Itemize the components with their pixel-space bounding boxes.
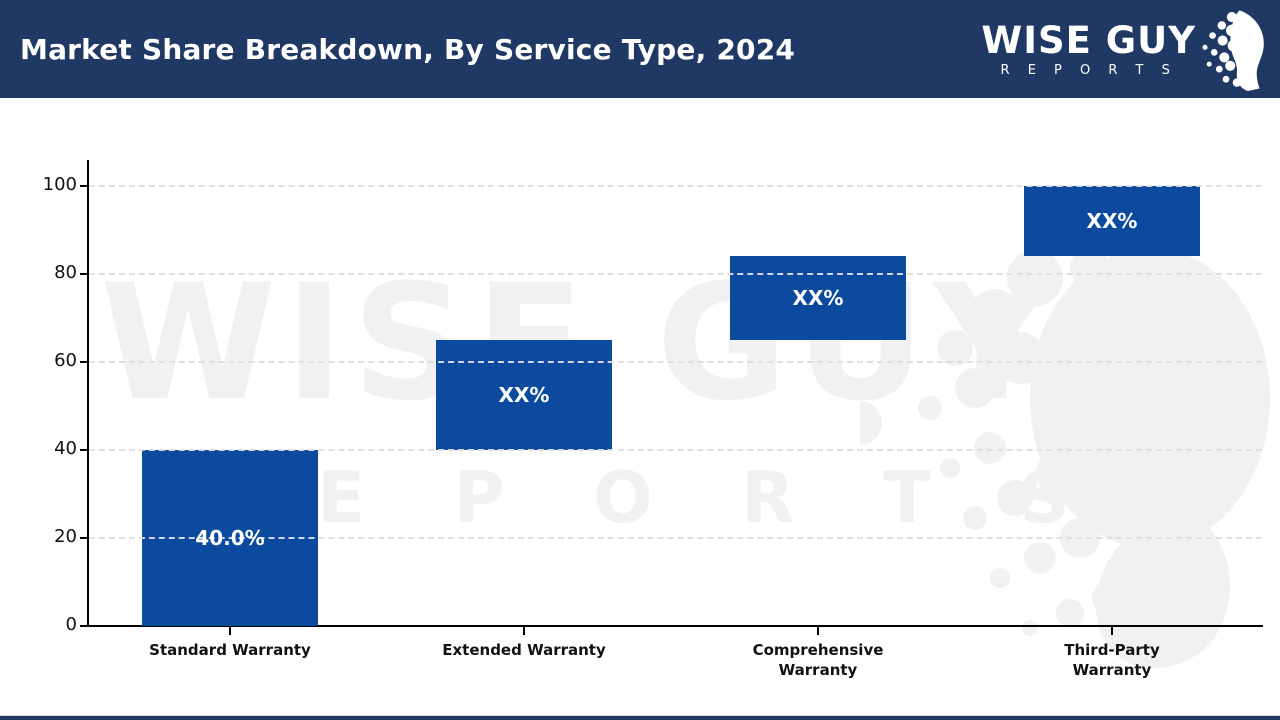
- gridline: [89, 449, 1262, 451]
- x-tick-mark: [229, 627, 231, 635]
- x-tick-mark: [817, 627, 819, 635]
- y-tick-label: 0: [65, 614, 77, 635]
- logo-wordmark-text: WISE GUY: [981, 18, 1196, 62]
- x-category-label: Third-Party Warranty: [1064, 641, 1160, 679]
- y-tick-label: 20: [54, 526, 77, 547]
- y-tick-mark: [80, 185, 88, 187]
- gridline: [89, 537, 1262, 539]
- gridline: [89, 361, 1262, 363]
- x-axis-line: [87, 625, 1263, 627]
- y-tick-mark: [80, 537, 88, 539]
- y-tick-label: 40: [54, 438, 77, 459]
- logo: WISE GUY R E P O R T S: [981, 6, 1268, 92]
- bar-value-label: XX%: [792, 286, 844, 311]
- header: Market Share Breakdown, By Service Type,…: [0, 0, 1280, 98]
- y-tick-mark: [80, 625, 88, 627]
- y-tick-mark: [80, 273, 88, 275]
- x-category-label: Extended Warranty: [442, 641, 606, 659]
- y-tick-label: 100: [42, 174, 77, 195]
- bar: [730, 256, 906, 340]
- y-tick-label: 60: [54, 350, 77, 371]
- bar-value-label: 40.0%: [195, 526, 265, 550]
- bar-value-label: XX%: [1086, 209, 1138, 234]
- bar: [436, 340, 612, 450]
- y-axis-line: [87, 160, 89, 627]
- logo-subtitle-text: R E P O R T S: [1000, 62, 1177, 78]
- y-tick-mark: [80, 449, 88, 451]
- footer-divider: [0, 715, 1280, 716]
- x-tick-mark: [523, 627, 525, 635]
- x-category-label: Comprehensive Warranty: [752, 641, 884, 679]
- x-category-label: Standard Warranty: [149, 641, 311, 659]
- logo-face-icon: [1202, 10, 1264, 91]
- gridline: [89, 185, 1262, 187]
- y-tick-mark: [80, 361, 88, 363]
- bar: [1024, 186, 1200, 257]
- gridline: [89, 273, 1262, 275]
- footer-bar: [0, 716, 1280, 720]
- page-title: Market Share Breakdown, By Service Type,…: [20, 32, 796, 66]
- logo-wordmark: WISE GUY R E P O R T S: [981, 18, 1196, 78]
- y-tick-label: 80: [54, 262, 77, 283]
- bar-value-label: XX%: [498, 383, 550, 407]
- x-tick-mark: [1111, 627, 1113, 635]
